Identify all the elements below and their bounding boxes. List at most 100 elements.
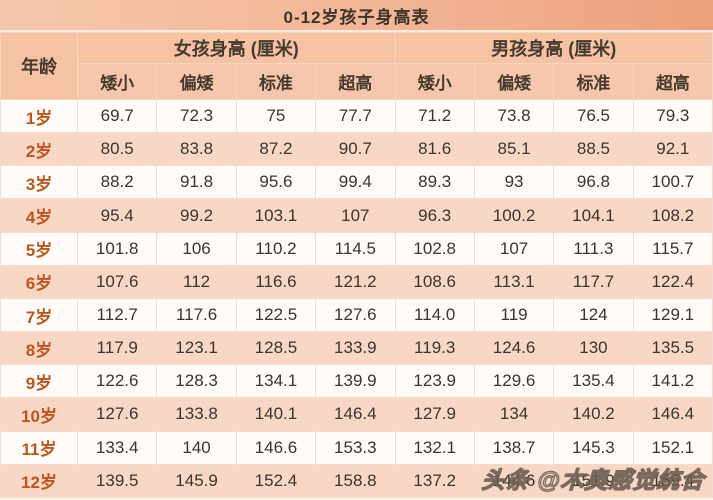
cell-boy-belowavg: 100.2 — [473, 198, 555, 233]
cell-boy-short: 127.9 — [394, 397, 475, 432]
cell-girl-tall: 146.4 — [315, 397, 396, 432]
boy-subheader-short: 矮小 — [394, 63, 475, 100]
table-row: 8岁 117.9 123.1 128.5 133.9 119.3 124.6 1… — [0, 331, 713, 366]
cell-boy-standard: 104.1 — [553, 198, 634, 233]
cell-boy-belowavg: 129.6 — [473, 364, 555, 399]
table-header: 年龄 女孩身高 (厘米) 男孩身高 (厘米) 矮小 偏矮 标准 超高 矮小 偏矮… — [0, 32, 713, 100]
age-label: 3岁 — [0, 165, 78, 200]
age-label: 10岁 — [0, 397, 78, 432]
table-row: 12岁 139.5 145.9 152.4 158.8 137.2 144.6 … — [0, 463, 713, 499]
cell-girl-short: 117.9 — [76, 331, 158, 366]
cell-boy-short: 96.3 — [394, 198, 475, 233]
cell-girl-belowavg: 133.8 — [156, 397, 237, 432]
cell-girl-belowavg: 140 — [156, 430, 237, 465]
boy-subheader-belowavg: 偏矮 — [473, 63, 555, 100]
cell-girl-short: 101.8 — [76, 231, 158, 266]
cell-girl-tall: 133.9 — [315, 331, 396, 366]
cell-boy-standard: 111.3 — [553, 231, 634, 266]
age-label: 6岁 — [0, 264, 78, 299]
girl-group-header: 女孩身高 (厘米) — [77, 32, 396, 64]
girl-subheader-belowavg: 偏矮 — [156, 63, 237, 100]
cell-boy-short: 71.2 — [394, 98, 475, 134]
cell-boy-standard: 76.5 — [553, 98, 634, 134]
age-label: 4岁 — [0, 198, 78, 233]
cell-boy-standard: 135.4 — [553, 364, 634, 399]
cell-boy-belowavg: 73.8 — [473, 98, 555, 134]
cell-girl-standard: 122.5 — [235, 297, 317, 333]
cell-boy-belowavg: 124.6 — [473, 331, 555, 366]
cell-girl-standard: 146.6 — [235, 430, 317, 465]
cell-boy-short: 132.1 — [394, 430, 475, 465]
cell-girl-belowavg: 72.3 — [156, 98, 237, 134]
cell-boy-short: 123.9 — [394, 364, 475, 399]
boy-group-header: 男孩身高 (厘米) — [394, 32, 713, 64]
cell-girl-tall: 114.5 — [315, 231, 396, 266]
cell-boy-belowavg: 134 — [473, 397, 555, 432]
cell-girl-standard: 87.2 — [235, 132, 317, 167]
cell-boy-standard: 88.5 — [553, 132, 634, 167]
cell-girl-standard: 152.4 — [235, 463, 317, 499]
cell-girl-tall: 158.8 — [315, 463, 396, 499]
cell-boy-tall: 122.4 — [632, 264, 713, 299]
cell-girl-short: 122.6 — [76, 364, 158, 399]
cell-girl-standard: 128.5 — [235, 331, 317, 366]
cell-boy-belowavg: 119 — [473, 297, 555, 333]
cell-girl-belowavg: 112 — [156, 264, 237, 299]
boy-subheader-tall: 超高 — [632, 63, 713, 100]
cell-boy-tall: 92.1 — [632, 132, 713, 167]
cell-girl-standard: 95.6 — [235, 165, 317, 200]
cell-girl-short: 95.4 — [76, 198, 158, 233]
cell-girl-short: 107.6 — [76, 264, 158, 299]
age-label: 2岁 — [0, 132, 78, 167]
cell-girl-tall: 121.2 — [315, 264, 396, 299]
cell-boy-belowavg: 144.6 — [473, 463, 555, 499]
cell-girl-standard: 140.1 — [235, 397, 317, 432]
cell-girl-short: 133.4 — [76, 430, 158, 465]
cell-boy-tall: 79.3 — [632, 98, 713, 134]
cell-boy-standard: 96.8 — [553, 165, 634, 200]
girl-subheader-standard: 标准 — [235, 63, 317, 100]
cell-boy-short: 108.6 — [394, 264, 475, 299]
cell-girl-belowavg: 106 — [156, 231, 237, 266]
cell-girl-short: 139.5 — [76, 463, 158, 499]
cell-boy-short: 102.8 — [394, 231, 475, 266]
cell-girl-belowavg: 128.3 — [156, 364, 237, 399]
cell-girl-short: 88.2 — [76, 165, 158, 200]
table-row: 7岁 112.7 117.6 122.5 127.6 114.0 119 124… — [0, 297, 713, 333]
cell-boy-short: 114.0 — [394, 297, 475, 333]
age-label: 5岁 — [0, 231, 78, 266]
cell-boy-tall: 135.5 — [632, 331, 713, 366]
cell-girl-tall: 99.4 — [315, 165, 396, 200]
page-title: 0-12岁孩子身高表 — [0, 0, 713, 32]
cell-girl-standard: 116.6 — [235, 264, 317, 299]
cell-boy-standard: 124 — [553, 297, 634, 333]
cell-boy-belowavg: 85.1 — [473, 132, 555, 167]
table-row: 9岁 122.6 128.3 134.1 139.9 123.9 129.6 1… — [0, 364, 713, 399]
cell-girl-standard: 75 — [235, 98, 317, 134]
boy-subheader-standard: 标准 — [553, 63, 634, 100]
cell-boy-tall: 146.4 — [632, 397, 713, 432]
cell-girl-belowavg: 91.8 — [156, 165, 237, 200]
sub-header-row: 矮小 偏矮 标准 超高 矮小 偏矮 标准 超高 — [1, 63, 713, 100]
age-label: 8岁 — [0, 331, 78, 366]
cell-girl-short: 127.6 — [76, 397, 158, 432]
age-label: 12岁 — [0, 463, 78, 499]
cell-boy-tall: 108.2 — [632, 198, 713, 233]
cell-boy-standard: 117.7 — [553, 264, 634, 299]
cell-boy-belowavg: 107 — [473, 231, 555, 266]
cell-girl-tall: 107 — [315, 198, 396, 233]
cell-boy-standard: 140.2 — [553, 397, 634, 432]
height-table: 年龄 女孩身高 (厘米) 男孩身高 (厘米) 矮小 偏矮 标准 超高 矮小 偏矮… — [0, 32, 713, 499]
cell-boy-short: 89.3 — [394, 165, 475, 200]
cell-boy-tall: 115.7 — [632, 231, 713, 266]
table-row: 2岁 80.5 83.8 87.2 90.7 81.6 85.1 88.5 92… — [0, 132, 713, 167]
table-row: 1岁 69.7 72.3 75 77.7 71.2 73.8 76.5 79.3 — [0, 98, 713, 134]
cell-boy-standard: 145.3 — [553, 430, 634, 465]
cell-girl-standard: 103.1 — [235, 198, 317, 233]
table-row: 4岁 95.4 99.2 103.1 107 96.3 100.2 104.1 … — [0, 198, 713, 233]
age-label: 11岁 — [0, 430, 78, 465]
cell-boy-short: 81.6 — [394, 132, 475, 167]
cell-girl-short: 80.5 — [76, 132, 158, 167]
cell-boy-tall: 129.1 — [632, 297, 713, 333]
cell-girl-standard: 134.1 — [235, 364, 317, 399]
